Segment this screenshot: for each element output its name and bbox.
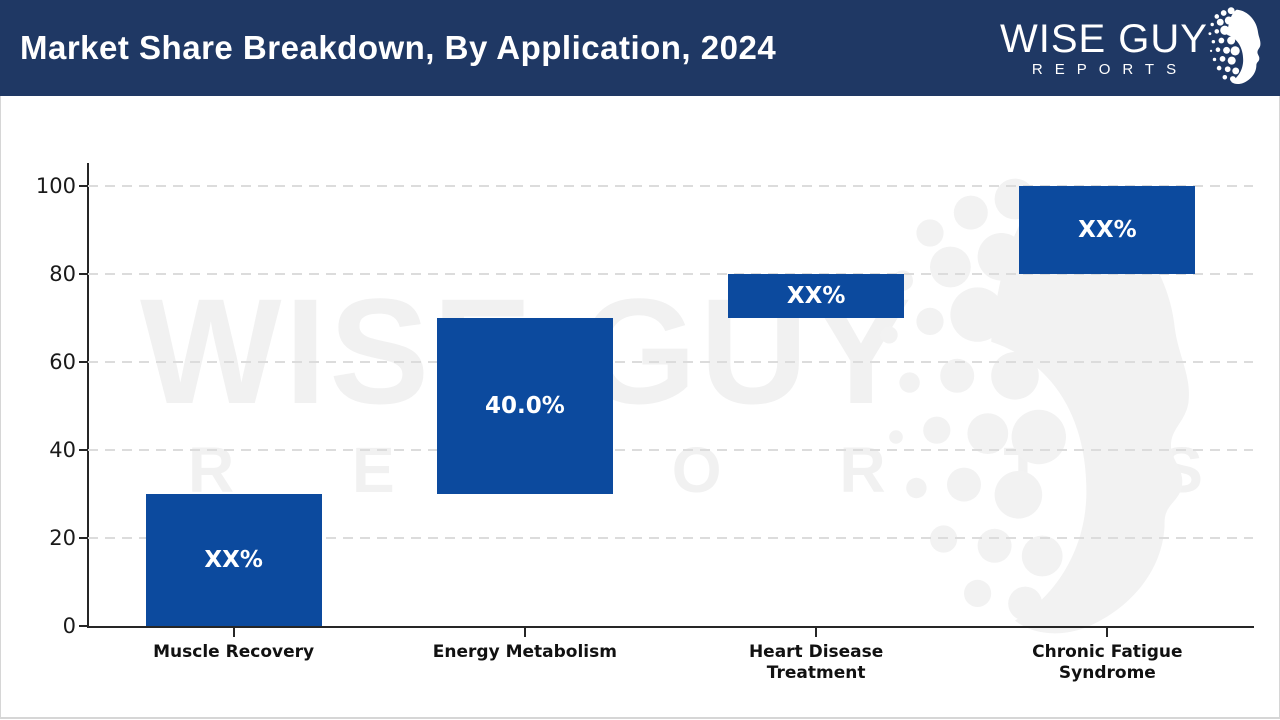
y-tick-mark [79,537,87,539]
y-tick-mark [79,361,87,363]
x-tick-mark [815,628,818,637]
bar: XX% [1019,186,1196,274]
y-axis-spine [87,163,89,628]
header-bar: Market Share Breakdown, By Application, … [0,0,1280,96]
y-tick-label: 20 [49,526,76,550]
page-title: Market Share Breakdown, By Application, … [20,29,777,66]
gridline [88,449,1253,451]
y-tick-label: 40 [49,438,76,462]
gridline [88,537,1253,539]
y-tick-mark [79,185,87,187]
brand-logo-text: WISE GUY REPORTS [1000,19,1208,77]
logo-subtitle: REPORTS [1031,61,1189,78]
y-tick-label: 80 [49,262,76,286]
bar-value-label: XX% [1078,217,1137,243]
x-category-label: Heart Disease Treatment [748,642,884,684]
gridline [88,185,1253,187]
x-category-label: Chronic Fatigue Syndrome [1032,642,1183,684]
y-tick-label: 100 [35,174,76,198]
bar: XX% [145,494,322,626]
x-category-label: Energy Metabolism [432,642,617,662]
y-tick-mark [79,625,87,627]
gridline [88,273,1253,275]
x-tick-mark [1106,628,1109,637]
brand-logo: WISE GUY REPORTS [1000,5,1266,91]
y-tick-mark [79,273,87,275]
y-tick-label: 0 [62,614,76,638]
x-tick-mark [523,628,526,637]
x-axis-spine [87,626,1254,628]
y-tick-mark [79,449,87,451]
bar-value-label: XX% [204,547,263,573]
y-tick-label: 60 [49,350,76,374]
bar: XX% [728,274,905,318]
x-category-label: Muscle Recovery [153,642,315,662]
chart-area: 0 20 40 60 80 100 XX% Muscle Recovery 40.0% Energ… [0,96,1280,720]
gridline [88,361,1253,363]
bar-value-label: 40.0% [484,393,565,419]
logo-wordmark: WISE GUY [999,17,1208,61]
bar-value-label: XX% [786,283,846,309]
dotted-face-icon [1208,7,1261,84]
bar: 40.0% [436,318,613,494]
x-tick-mark [232,628,235,637]
